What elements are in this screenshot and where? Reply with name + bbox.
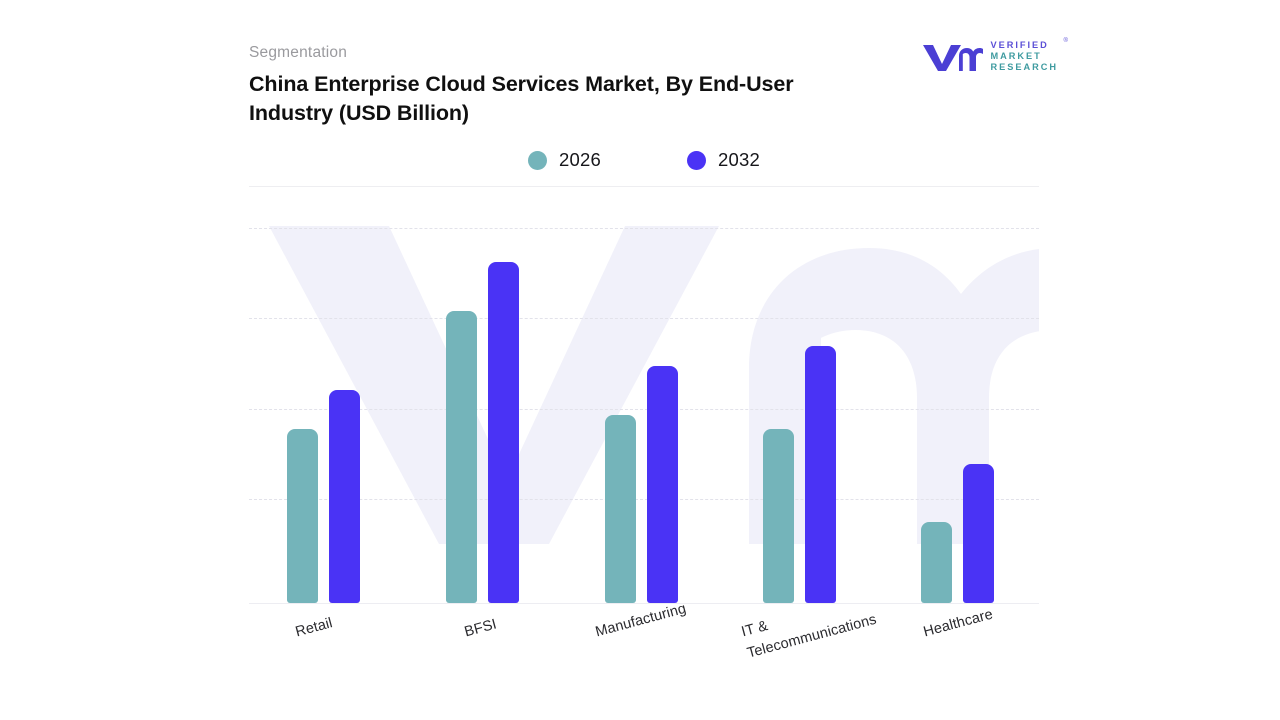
bar-it-telecommunications-2026[interactable] [762,428,794,603]
chart-legend: 2026 2032 [249,149,1039,171]
vm-logo-icon [921,42,984,72]
plot-area [249,200,1039,604]
segmentation-kicker: Segmentation [249,44,348,61]
x-axis-label-2: Manufacturing [593,600,688,641]
brand-line-verified: VERIFIED [990,40,1049,50]
bar-bfsi-2032[interactable] [487,262,519,603]
brand-line-research: RESEARCH [990,62,1058,73]
x-axis-label-0: Retail [293,615,335,641]
gridline-2 [249,409,1039,410]
legend-label: 2026 [559,149,601,170]
legend-swatch-icon [528,150,548,170]
x-axis-label-1: BFSI [462,616,499,641]
bar-retail-2032[interactable] [328,389,360,603]
axis-baseline [249,603,1039,604]
bar-bfsi-2026[interactable] [445,311,477,603]
page-title: China Enterprise Cloud Services Market, … [249,72,794,126]
legend-item-2026[interactable]: 2026 [528,149,601,171]
bar-healthcare-2032[interactable] [962,463,994,603]
gridline-3 [249,318,1039,319]
legend-divider [249,186,1039,187]
brand-logo: VERIFIED MARKET RESEARCH ® [921,38,1068,74]
bar-manufacturing-2026[interactable] [604,414,636,603]
chart-header: Segmentation China Enterprise Cloud Serv… [249,44,1039,129]
x-axis-labels: Retail BFSI Manufacturing IT & Telecommunic… [249,601,1039,714]
brand-wordmark: VERIFIED MARKET RESEARCH ® [990,38,1067,74]
legend-swatch-icon [687,150,706,170]
bar-it-telecommunications-2032[interactable] [804,346,836,603]
bar-retail-2026[interactable] [286,428,318,603]
bar-manufacturing-2032[interactable] [646,366,678,603]
legend-label: 2032 [718,149,760,170]
legend-item-2032[interactable]: 2032 [687,149,760,171]
bar-group [249,200,1039,603]
gridline-1 [249,499,1039,500]
registered-trademark-icon: ® [1063,38,1068,44]
brand-line-market: MARKET [990,51,1042,62]
x-axis-label-4: Healthcare [921,606,995,641]
gridline-4 [249,228,1039,229]
bar-healthcare-2026[interactable] [920,521,952,603]
